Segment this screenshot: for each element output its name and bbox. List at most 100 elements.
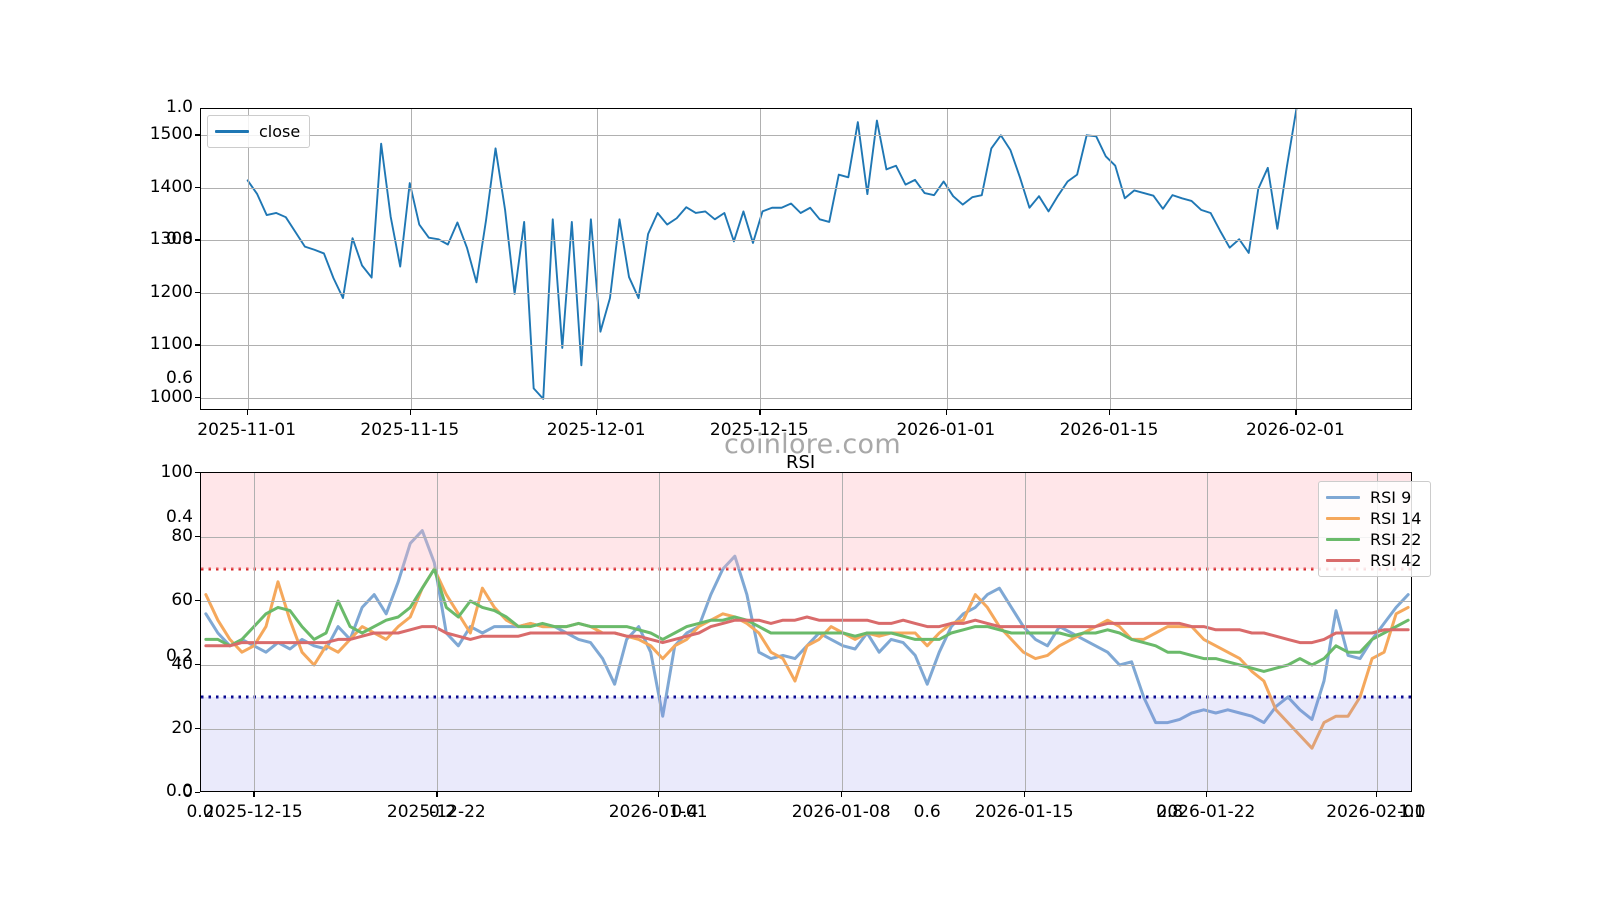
- rsi-x-normalized-tick-label: 0.4: [671, 802, 699, 822]
- rsi-y-tick-label: 80: [171, 526, 193, 546]
- price-x-tick-label: 2026-01-01: [896, 420, 996, 440]
- rsi-x-tickmark: [1205, 792, 1208, 797]
- price-y-tick-label: 1000: [149, 386, 193, 407]
- legend-item-label: RSI 22: [1370, 529, 1422, 549]
- price-y-tick-label: 1400: [149, 176, 193, 197]
- legend-item-label: close: [259, 121, 301, 141]
- rsi-y-tickmark: [195, 536, 200, 538]
- rsi-legend[interactable]: RSI 9 RSI 14 RSI 22 RSI 42: [1318, 481, 1432, 577]
- price-x-tick-label: 2025-12-01: [546, 420, 646, 440]
- price-gridline-horizontal: [201, 345, 1411, 346]
- price-y-tick-label: 1500: [149, 124, 193, 145]
- price-gridline-vertical: [597, 109, 598, 409]
- rsi-x-tick-label: 2025-12-15: [203, 802, 303, 822]
- price-x-tickmark: [1295, 410, 1297, 415]
- price-x-tickmark: [596, 410, 598, 415]
- rsi-x-tickmark: [841, 792, 843, 797]
- rsi-y-tick-label: 20: [171, 718, 193, 738]
- rsi-y-normalized-tick-label: 0.0: [165, 781, 193, 801]
- rsi-gridline-horizontal: [201, 729, 1411, 730]
- rsi-gridline-vertical: [254, 473, 255, 791]
- legend-color-swatch: [215, 129, 249, 134]
- rsi-y-tickmark: [195, 792, 200, 794]
- price-gridline-vertical: [947, 109, 948, 409]
- rsi-x-tick-label: 2026-01-15: [974, 802, 1074, 822]
- legend-color-swatch: [1326, 558, 1360, 563]
- price-gridline-vertical: [248, 109, 249, 409]
- rsi-plot-area: [200, 472, 1412, 792]
- rsi-gridline-vertical: [1025, 473, 1026, 791]
- legend-item-close[interactable]: close: [215, 121, 300, 142]
- price-gridline-horizontal: [201, 240, 1411, 241]
- rsi-gridline-horizontal: [201, 537, 1411, 538]
- rsi-y-tick-label: 0: [182, 782, 193, 802]
- price-x-tickmark: [409, 410, 412, 415]
- price-legend[interactable]: close: [207, 115, 311, 148]
- rsi-x-tickmark: [1024, 792, 1026, 797]
- legend-item-rsi-9[interactable]: RSI 9: [1326, 487, 1421, 508]
- price-x-tickmark: [1109, 410, 1111, 415]
- price-y-tick-label: 1300: [149, 229, 193, 250]
- price-gridline-horizontal: [201, 293, 1411, 294]
- rsi-x-tickmark: [253, 792, 255, 797]
- price-gridline-horizontal: [201, 135, 1411, 136]
- rsi-y-tickmark: [195, 664, 200, 666]
- price-y-tickmark: [195, 134, 200, 136]
- rsi-y-tick-label: 60: [171, 590, 193, 610]
- price-gridline-horizontal: [201, 188, 1411, 189]
- watermark-text: coinlore.com: [724, 429, 901, 460]
- legend-item-label: RSI 9: [1370, 487, 1412, 507]
- rsi-y-tick-label: 40: [171, 654, 193, 674]
- price-gridline-vertical: [1110, 109, 1111, 409]
- price-gridline-vertical: [760, 109, 761, 409]
- legend-item-label: RSI 14: [1370, 508, 1422, 528]
- rsi-gridline-vertical: [659, 473, 660, 791]
- legend-item-label: RSI 42: [1370, 550, 1422, 570]
- price-y-tickmark: [195, 186, 200, 189]
- rsi-x-tick-label: 2026-01-08: [791, 802, 891, 822]
- rsi-y-tickmark: [195, 728, 200, 730]
- rsi-gridline-vertical: [437, 473, 438, 791]
- rsi-shaded-band: [201, 697, 1411, 791]
- price-y-tick-label: 1100: [149, 334, 193, 355]
- rsi-x-tick-label: 2026-01-22: [1156, 802, 1256, 822]
- price-x-tick-label: 2025-12-15: [709, 420, 809, 440]
- rsi-y-tickmark: [195, 600, 200, 602]
- rsi-shaded-band: [201, 473, 1411, 569]
- rsi-x-tick-label: 2025-12-22: [386, 802, 486, 822]
- rsi-x-tick-label: 2026-01-01: [608, 802, 708, 822]
- legend-item-rsi-42[interactable]: RSI 42: [1326, 550, 1421, 571]
- rsi-x-tickmark: [658, 792, 660, 797]
- price-y-normalized-tick-label: 0.6: [165, 368, 193, 389]
- price-y-normalized-tick-label: 1.0: [165, 97, 193, 117]
- price-line-close: [246, 109, 1298, 400]
- rsi-y-tick-label: 100: [160, 462, 193, 482]
- rsi-gridline-horizontal: [201, 665, 1411, 666]
- price-x-tick-label: 2026-01-15: [1059, 420, 1159, 440]
- rsi-gridline-horizontal: [201, 601, 1411, 602]
- price-y-tickmark: [195, 291, 200, 294]
- price-y-tickmark: [195, 239, 200, 241]
- price-gridline-horizontal: [201, 398, 1411, 399]
- rsi-chart-title: RSI: [786, 452, 816, 473]
- rsi-gridline-vertical: [842, 473, 843, 791]
- price-gridline-vertical: [1296, 109, 1297, 409]
- price-x-tick-label: 2026-02-01: [1245, 420, 1345, 440]
- price-plot-area: [200, 108, 1412, 410]
- rsi-line-rsi-22: [204, 567, 1410, 673]
- price-x-tickmark: [945, 410, 948, 415]
- legend-item-rsi-22[interactable]: RSI 22: [1326, 529, 1421, 550]
- legend-item-rsi-14[interactable]: RSI 14: [1326, 508, 1421, 529]
- price-series-layer: [246, 109, 1298, 400]
- price-x-tickmark: [246, 410, 248, 415]
- rsi-y-normalized-tick-label: 0.4: [165, 507, 193, 527]
- price-y-tick-label: 1200: [149, 281, 193, 302]
- rsi-x-tickmark: [436, 792, 438, 797]
- rsi-x-tickmark: [1375, 792, 1377, 797]
- price-x-tickmark: [759, 410, 761, 415]
- price-y-tickmark: [195, 396, 200, 399]
- rsi-gridline-vertical: [1377, 473, 1378, 791]
- rsi-x-normalized-tick-label: 0.2: [428, 802, 456, 822]
- price-x-tick-label: 2025-11-01: [197, 420, 297, 440]
